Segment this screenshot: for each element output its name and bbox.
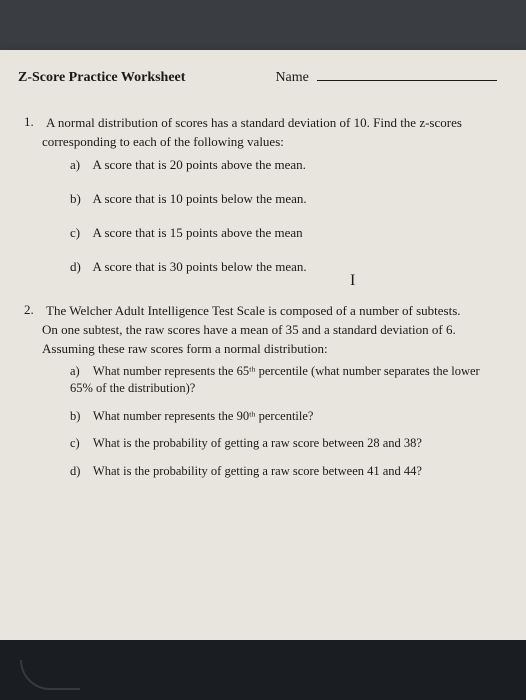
q1-b-text: A score that is 10 points below the mean… — [93, 191, 307, 206]
device-bottom-edge — [0, 640, 526, 700]
header-row: Z-Score Practice Worksheet Name — [18, 68, 498, 86]
q2-a: a) What number represents the 65ᵗʰ perce… — [70, 363, 498, 398]
q2-a-letter: a) — [70, 363, 90, 381]
q2-c-letter: c) — [70, 435, 90, 453]
q2-d: d) What is the probability of getting a … — [70, 463, 498, 481]
question-1-stem: 1. A normal distribution of scores has a… — [42, 114, 498, 152]
q1-b-letter: b) — [70, 190, 90, 208]
name-field-wrapper: Name — [275, 68, 496, 86]
q1-d: d) A score that is 30 points below the m… — [70, 258, 498, 276]
question-1: 1. A normal distribution of scores has a… — [18, 114, 498, 276]
q1-stem-line1: A normal distribution of scores has a st… — [46, 115, 462, 130]
q1-a: a) A score that is 20 points above the m… — [70, 156, 498, 174]
q1-stem-line2: corresponding to each of the following v… — [42, 133, 498, 152]
question-2: 2. The Welcher Adult Intelligence Test S… — [18, 302, 498, 480]
q2-number: 2. — [24, 302, 42, 318]
q2-stem-line1: The Welcher Adult Intelligence Test Scal… — [46, 303, 461, 318]
q1-c-letter: c) — [70, 224, 90, 242]
q2-stem-line3: Assuming these raw scores form a normal … — [42, 340, 498, 359]
worksheet-paper: Z-Score Practice Worksheet Name 1. A nor… — [0, 50, 526, 640]
q1-a-letter: a) — [70, 156, 90, 174]
q2-b: b) What number represents the 90ᵗʰ perce… — [70, 408, 498, 426]
q2-c: c) What is the probability of getting a … — [70, 435, 498, 453]
text-cursor-mark: I — [350, 272, 355, 290]
q1-b: b) A score that is 10 points below the m… — [70, 190, 498, 208]
q1-number: 1. — [24, 114, 42, 130]
q1-a-text: A score that is 20 points above the mean… — [93, 157, 306, 172]
q1-c: c) A score that is 15 points above the m… — [70, 224, 498, 242]
q1-sublist: a) A score that is 20 points above the m… — [42, 156, 498, 277]
device-corner-curve — [20, 660, 80, 690]
q2-b-letter: b) — [70, 408, 90, 426]
worksheet-title: Z-Score Practice Worksheet — [18, 70, 185, 86]
q1-d-letter: d) — [70, 258, 90, 276]
question-2-stem: 2. The Welcher Adult Intelligence Test S… — [42, 302, 498, 359]
q1-c-text: A score that is 15 points above the mean — [93, 225, 303, 240]
q2-c-text: What is the probability of getting a raw… — [93, 436, 422, 450]
q2-a-text: What number represents the 65ᵗʰ percenti… — [70, 364, 480, 396]
q2-b-text: What number represents the 90ᵗʰ percenti… — [93, 409, 314, 423]
q2-d-text: What is the probability of getting a raw… — [93, 464, 422, 478]
q2-sublist: a) What number represents the 65ᵗʰ perce… — [42, 363, 498, 481]
q2-d-letter: d) — [70, 463, 90, 481]
q2-stem-line2: On one subtest, the raw scores have a me… — [42, 321, 498, 340]
name-blank-line — [317, 80, 497, 81]
q1-d-text: A score that is 30 points below the mean… — [93, 259, 307, 274]
name-label: Name — [275, 70, 308, 85]
